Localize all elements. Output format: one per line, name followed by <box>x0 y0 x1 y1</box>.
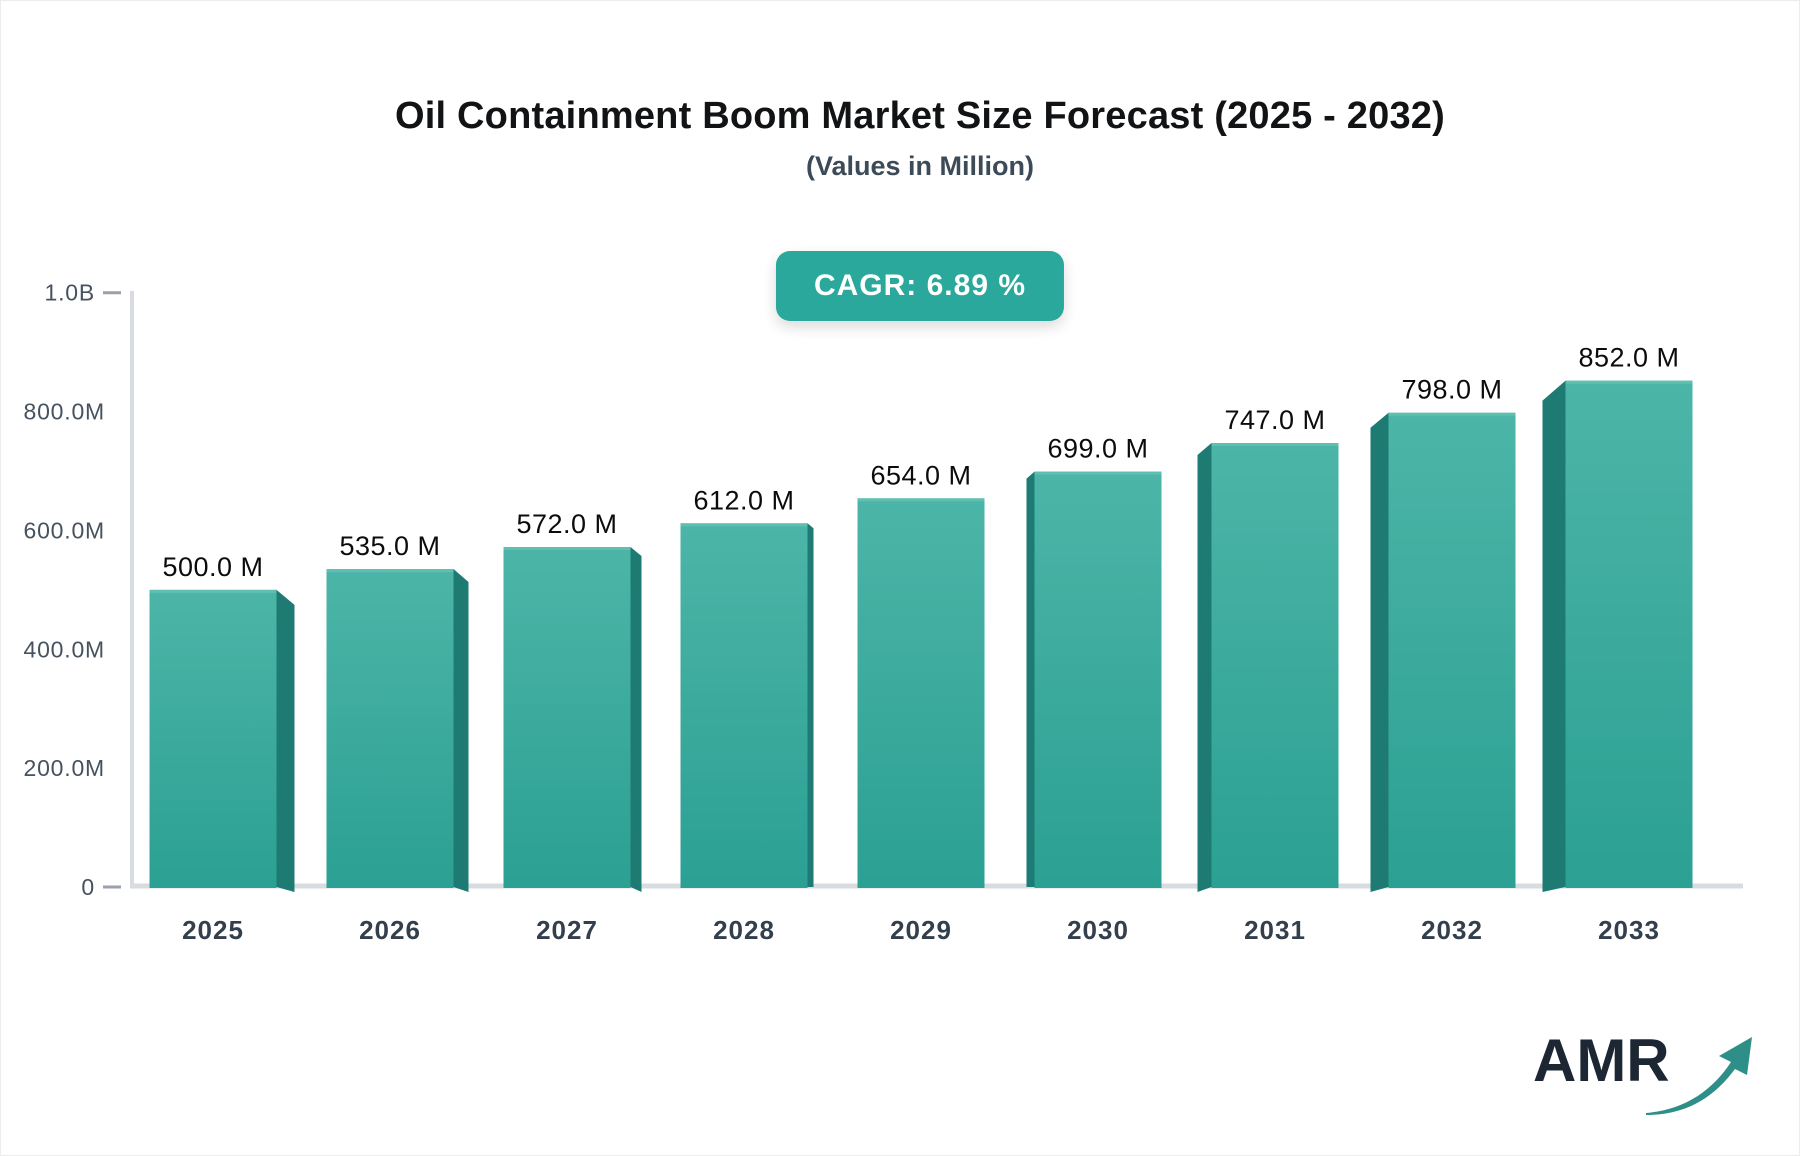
bar-top-highlight <box>1388 412 1516 416</box>
chart-subtitle: (Values in Million) <box>805 151 1035 181</box>
bar-top-highlight <box>1565 380 1693 384</box>
y-axis-label: 800.0M <box>23 399 105 425</box>
bar-top-highlight <box>680 523 808 527</box>
x-axis-label: 2025 <box>182 915 244 945</box>
bar-side-2031 <box>1197 443 1212 892</box>
chart-title: Oil Containment Boom Market Size Forecas… <box>395 95 1445 137</box>
bar-top-highlight <box>1211 443 1339 447</box>
x-axis-label: 2026 <box>359 915 421 945</box>
bar-top-highlight <box>857 498 985 502</box>
bar-2031 <box>1211 443 1339 888</box>
amr-logo-text: AMR <box>1533 1027 1670 1094</box>
bar-side-2027 <box>630 547 642 892</box>
bar-value-label: 500.0 M <box>162 552 263 582</box>
bar-2032 <box>1388 412 1516 888</box>
bar-2025 <box>149 589 277 888</box>
bar-2028 <box>680 523 808 888</box>
bar-value-label: 654.0 M <box>870 460 971 490</box>
bar-side-2025 <box>276 589 295 892</box>
bar-value-label: 612.0 M <box>693 485 794 515</box>
bar-side-2026 <box>453 569 469 892</box>
x-axis-label: 2033 <box>1598 915 1660 945</box>
bar-2026 <box>326 569 454 888</box>
x-axis-label: 2029 <box>890 915 952 945</box>
bar-top-highlight <box>1034 471 1162 475</box>
bar-top-highlight <box>503 547 631 551</box>
bar-side-2028 <box>807 523 814 887</box>
bar-value-label: 699.0 M <box>1047 434 1148 464</box>
y-axis-label: 600.0M <box>23 517 105 543</box>
x-axis-label: 2030 <box>1067 915 1129 945</box>
bar-side-2033 <box>1542 380 1566 892</box>
bar-value-label: 572.0 M <box>516 509 617 539</box>
x-axis-label: 2031 <box>1244 915 1306 945</box>
bar-top-highlight <box>326 569 454 573</box>
cagr-badge: CAGR: 6.89 % <box>775 251 1065 321</box>
bar-value-label: 747.0 M <box>1224 405 1325 435</box>
amr-logo: AMR <box>1533 1031 1756 1119</box>
y-axis-label: 200.0M <box>23 755 105 781</box>
y-axis-label: 0 <box>81 874 95 900</box>
bar-2033 <box>1565 380 1693 888</box>
bar-value-label: 535.0 M <box>339 531 440 561</box>
bar-side-2030 <box>1026 471 1035 887</box>
bar-2030 <box>1034 471 1162 888</box>
bar-top-highlight <box>149 589 277 593</box>
bar-2027 <box>503 547 631 888</box>
bar-value-label: 798.0 M <box>1401 375 1502 405</box>
y-axis-label: 1.0B <box>44 280 95 306</box>
growth-arrow-icon <box>1645 1037 1752 1115</box>
bar-2029 <box>857 498 985 888</box>
x-axis-label: 2032 <box>1421 915 1483 945</box>
x-axis-label: 2027 <box>536 915 598 945</box>
x-axis-label: 2028 <box>713 915 775 945</box>
bar-value-label: 852.0 M <box>1578 343 1679 373</box>
y-axis-label: 400.0M <box>23 636 105 662</box>
bar-side-2032 <box>1370 412 1389 892</box>
